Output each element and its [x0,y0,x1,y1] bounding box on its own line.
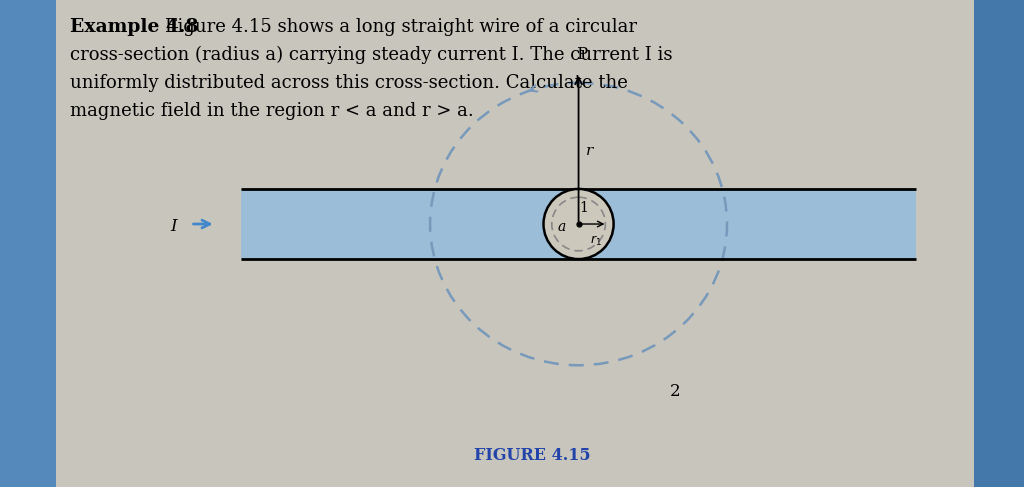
Text: FIGURE 4.15: FIGURE 4.15 [474,447,591,464]
Text: cross-section (radius a) carrying steady current I. The current I is: cross-section (radius a) carrying steady… [70,46,673,64]
Text: P: P [575,46,587,63]
Text: a: a [557,220,565,234]
Text: I: I [170,218,177,235]
Bar [0,0,56,487]
Text: 1: 1 [580,201,588,215]
Text: 2: 2 [670,383,680,400]
Text: magnetic field in the region r < a and r > a.: magnetic field in the region r < a and r… [70,102,474,120]
Text: Figure 4.15 shows a long straight wire of a circular: Figure 4.15 shows a long straight wire o… [165,18,637,36]
Circle shape [544,189,613,259]
Text: Example 4.8: Example 4.8 [70,18,199,36]
Text: r: r [586,144,593,158]
Bar [974,0,1024,487]
Text: uniformly distributed across this cross-section. Calculate the: uniformly distributed across this cross-… [70,74,628,92]
Text: $r_1$: $r_1$ [590,234,602,248]
Bar [241,189,916,259]
